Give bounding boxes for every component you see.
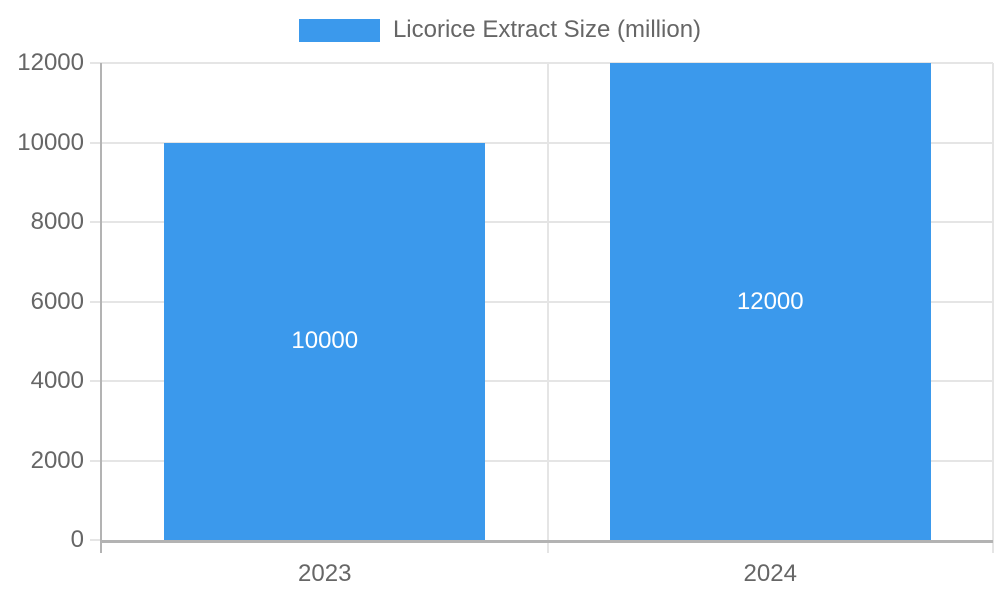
y-tick-mark — [90, 300, 102, 303]
legend[interactable]: Licorice Extract Size (million) — [0, 16, 1000, 44]
x-axis-baseline — [100, 540, 993, 543]
y-tick-mark — [90, 62, 102, 64]
y-tick-mark — [90, 539, 102, 541]
y-tick-mark — [90, 221, 102, 223]
x-gridline — [546, 63, 549, 540]
y-tick-mark — [90, 380, 102, 382]
y-tick-label: 0 — [70, 526, 84, 553]
bar-value-label: 12000 — [736, 287, 804, 315]
legend-swatch — [298, 18, 380, 42]
y-tick-label: 6000 — [30, 287, 84, 315]
y-tick-mark — [90, 459, 102, 462]
x-tick-mark — [992, 540, 994, 553]
y-tick-label: 12000 — [17, 49, 84, 76]
bar-2024[interactable] — [609, 63, 931, 540]
x-axis-label: 2024 — [743, 560, 797, 587]
y-tick-mark — [90, 141, 102, 144]
y-tick-label: 8000 — [30, 208, 84, 235]
legend-label: Licorice Extract Size (million) — [392, 16, 702, 43]
x-tick-mark — [546, 540, 549, 553]
x-axis-label: 2023 — [298, 560, 352, 587]
bar-value-label: 10000 — [291, 327, 359, 355]
y-tick-label: 10000 — [17, 128, 84, 156]
bar-2023[interactable] — [164, 142, 486, 540]
y-tick-label: 4000 — [30, 367, 84, 394]
y-tick-label: 2000 — [30, 446, 84, 474]
y-axis-line — [100, 63, 102, 553]
x-gridline — [992, 63, 994, 540]
